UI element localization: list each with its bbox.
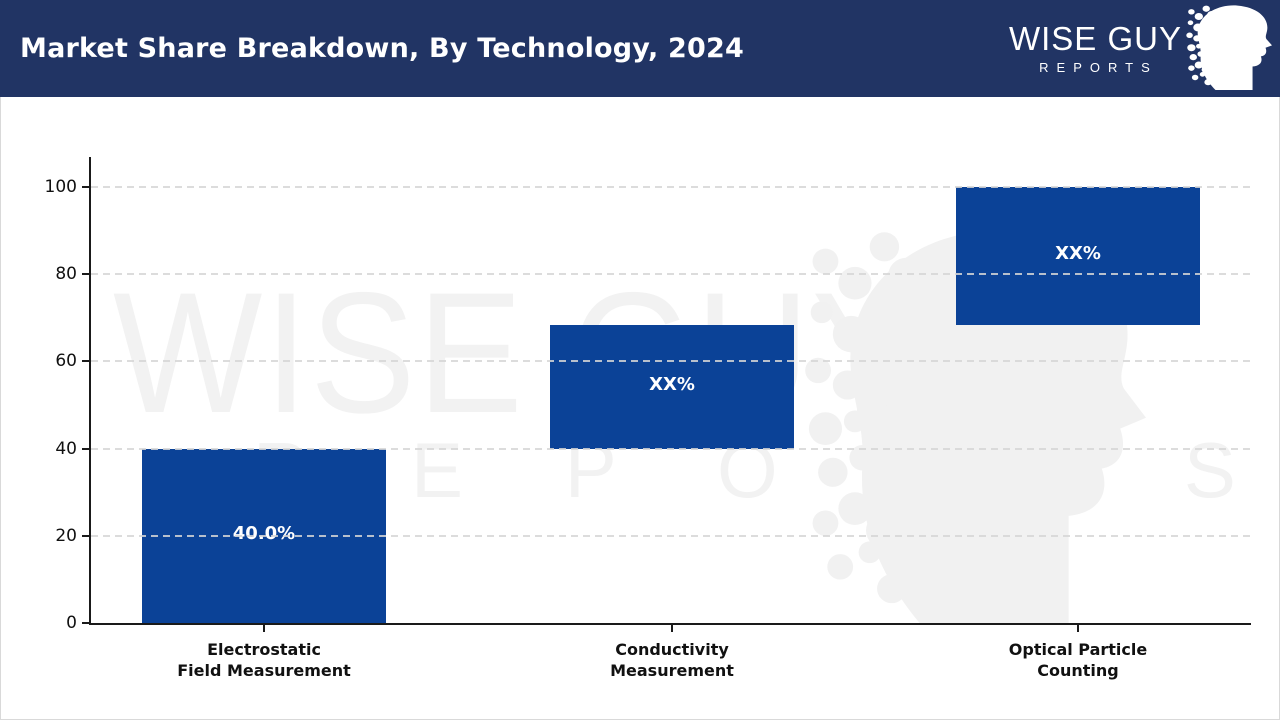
x-category-label: Conductivity Measurement [512, 639, 832, 681]
y-tick-label: 60 [55, 351, 77, 372]
x-category-label-line: Optical Particle [1008, 640, 1148, 659]
x-category-label-line: Measurement [610, 661, 734, 680]
y-tick-mark [82, 186, 89, 188]
x-tick-mark [1077, 625, 1079, 632]
brand-logo-text: WISE GUY REPORTS [1009, 22, 1182, 75]
y-tick-label: 40 [55, 438, 77, 459]
y-gridline [91, 447, 1251, 450]
bar-segment: XX% [550, 324, 794, 449]
y-tick-mark [82, 447, 89, 450]
y-tick-label: 0 [66, 613, 77, 633]
x-category-label-line: Counting [1037, 661, 1119, 680]
y-tick-label: 100 [44, 177, 77, 197]
x-category-label-line: Field Measurement [177, 661, 351, 680]
x-category-label: Optical Particle Counting [918, 639, 1238, 681]
y-tick-mark [82, 534, 89, 537]
x-axis-line [89, 623, 1251, 625]
x-tick-mark [671, 625, 673, 632]
y-tick-label: 80 [55, 264, 77, 285]
brand-logo: WISE GUY REPORTS [1009, 4, 1272, 94]
y-tick-mark [82, 622, 89, 624]
bar-value-label: XX% [1055, 242, 1101, 264]
y-gridline [91, 534, 1251, 537]
bar-value-label: 40.0% [232, 522, 296, 544]
bar-value-label: XX% [649, 373, 695, 395]
chart-figure: WISE GUY R E P O R T S 40.0% XX% XX% 0 20 40 6… [0, 97, 1280, 720]
y-tick-mark [82, 273, 89, 276]
y-axis-line [89, 157, 91, 625]
bar-segment: XX% [956, 187, 1200, 325]
x-category-label-line: Electrostatic [207, 640, 321, 659]
y-gridline [91, 360, 1251, 363]
x-category-label: Electrostatic Field Measurement [104, 639, 424, 681]
brand-logo-line2: REPORTS [1039, 60, 1158, 75]
brand-logo-line1: WISE GUY [1008, 20, 1182, 57]
dotted-head-logo-icon [1184, 4, 1272, 94]
header-bar: Market Share Breakdown, By Technology, 2… [0, 0, 1280, 97]
x-category-label-line: Conductivity [615, 640, 729, 659]
y-gridline [91, 273, 1251, 276]
watermark-dotted-head-icon [796, 225, 1146, 629]
page-title: Market Share Breakdown, By Technology, 2… [20, 33, 745, 64]
y-gridline [91, 186, 1251, 188]
x-tick-mark [263, 625, 265, 632]
y-tick-mark [82, 360, 89, 363]
y-tick-label: 20 [55, 525, 77, 546]
